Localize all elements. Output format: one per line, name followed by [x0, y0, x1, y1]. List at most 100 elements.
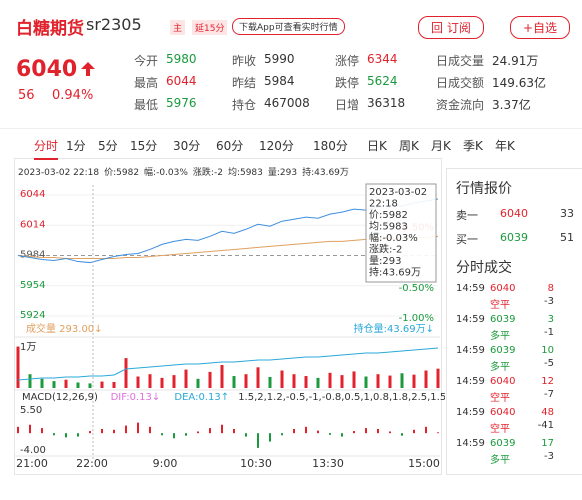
macd-bar: [221, 424, 223, 434]
tab[interactable]: 周K: [399, 139, 419, 153]
macd-bar: [365, 428, 367, 434]
tab[interactable]: 5分: [98, 139, 118, 153]
tab[interactable]: 季K: [463, 139, 483, 153]
stat-label: 持仓: [232, 98, 257, 112]
x-tick-label: 9:00: [153, 457, 178, 470]
delay: 延15分: [192, 20, 228, 35]
stat-value: 149.63亿: [492, 76, 546, 90]
volume-bar: [232, 376, 236, 388]
trades-title: 分时成交: [456, 260, 512, 276]
stat-value: 6044: [166, 74, 197, 88]
macd-bar: [113, 429, 115, 434]
stat-label: 日成交额: [436, 76, 485, 90]
download-button[interactable]: 下载App可查看实时行情: [232, 18, 345, 35]
subscribe-button[interactable]: 回 订阅: [418, 16, 484, 39]
tab[interactable]: 120分: [259, 139, 294, 153]
stat-label: 跌停: [335, 76, 360, 90]
trade-time: 14:59: [456, 345, 485, 356]
tab[interactable]: 分时: [34, 137, 59, 160]
macd-bar: [341, 433, 343, 437]
macd-bar: [377, 428, 379, 434]
y-tick-label: 5954: [20, 280, 45, 291]
volume-bar: [88, 383, 92, 388]
tab[interactable]: 年K: [495, 139, 515, 153]
trade-vol: 48: [541, 407, 554, 418]
macd-bar: [401, 433, 403, 436]
macd-dif: DIF:0.13↓: [111, 392, 161, 403]
tooltip-line: 量:293: [369, 255, 401, 267]
watch-button[interactable]: +自选: [510, 16, 571, 39]
tab[interactable]: 15分: [130, 139, 158, 153]
volume-bar: [400, 373, 404, 388]
stat-value: 467008: [264, 96, 310, 110]
volume-bar: [28, 374, 32, 388]
volume-bar: [304, 376, 308, 388]
volume-bar: [256, 367, 260, 388]
book-price: 6039: [500, 231, 528, 244]
stat-value: 5980: [166, 52, 197, 66]
x-tick-label: 21:00: [16, 457, 48, 470]
x-tick-label: 22:00: [76, 457, 108, 470]
volume-bar: [412, 374, 416, 388]
volume-bar: [40, 378, 44, 388]
stat-value: 5990: [264, 52, 295, 66]
macd-bar: [89, 431, 91, 434]
trade-vol: 12: [541, 376, 554, 387]
macd-bar: [425, 426, 427, 434]
trade-type: 多平: [490, 331, 510, 342]
volume-bar: [328, 372, 332, 388]
volume-bar: [208, 371, 212, 388]
trade-chg: -3: [544, 451, 554, 462]
volume-bar: [172, 375, 176, 388]
macd-bar: [245, 433, 247, 437]
volume-bar: [364, 376, 368, 388]
trade-price: 6040: [490, 407, 516, 418]
book-label: 买一: [456, 233, 478, 246]
volume-bar: [160, 377, 164, 388]
volume-bar: [196, 378, 200, 388]
tooltip-line: 涨跌:-2: [369, 243, 402, 256]
tab[interactable]: 月K: [431, 139, 451, 153]
trade-time: 14:59: [456, 438, 485, 449]
stat-label: 昨收: [232, 54, 257, 68]
trade-price: 6040: [490, 283, 516, 294]
macd-bar: [257, 433, 259, 448]
tab[interactable]: 180分: [313, 139, 348, 153]
trade-chg: -1: [544, 327, 554, 338]
tab[interactable]: 1分: [66, 139, 86, 153]
code: sr2305: [86, 15, 142, 34]
macd-bar: [437, 432, 439, 434]
macd-bar: [53, 433, 55, 436]
volume-bar: [316, 377, 320, 388]
side-panel: [446, 168, 582, 475]
stat-label: 昨结: [232, 76, 257, 90]
tooltip-line: 价:5982: [369, 209, 408, 221]
volume-label: 成交量 293.00↓: [26, 322, 103, 335]
info-oi: 持:43.69万: [302, 168, 349, 178]
trade-type: 多平: [490, 362, 510, 373]
stat-label: 今开: [134, 54, 159, 68]
book-price: 6040: [500, 207, 528, 220]
tab[interactable]: 30分: [173, 139, 201, 153]
volume-bar: [136, 376, 140, 388]
divider: [0, 128, 582, 129]
up-arrow: [81, 62, 95, 76]
info-price: 价:5982: [104, 168, 140, 178]
macd-bar: [413, 429, 415, 434]
y-tick-label: 6014: [20, 219, 45, 230]
macd-bar: [161, 433, 163, 436]
macd-bar: [185, 433, 187, 436]
price: 6040: [16, 57, 78, 82]
trade-time: 14:59: [456, 283, 485, 294]
tab[interactable]: 日K: [367, 139, 387, 153]
y-tick-label: -4.00: [20, 445, 46, 456]
stat-value: 3.37亿: [492, 98, 531, 112]
volume-bar: [352, 371, 356, 388]
stat-label: 日成交量: [436, 54, 485, 68]
macd-bar: [353, 431, 355, 434]
x-tick-label: 10:30: [240, 457, 272, 470]
tab[interactable]: 60分: [216, 139, 244, 153]
macd-title: MACD(12,26,9): [22, 392, 98, 403]
volume-bar: [16, 346, 20, 388]
chart-box: [14, 158, 442, 475]
